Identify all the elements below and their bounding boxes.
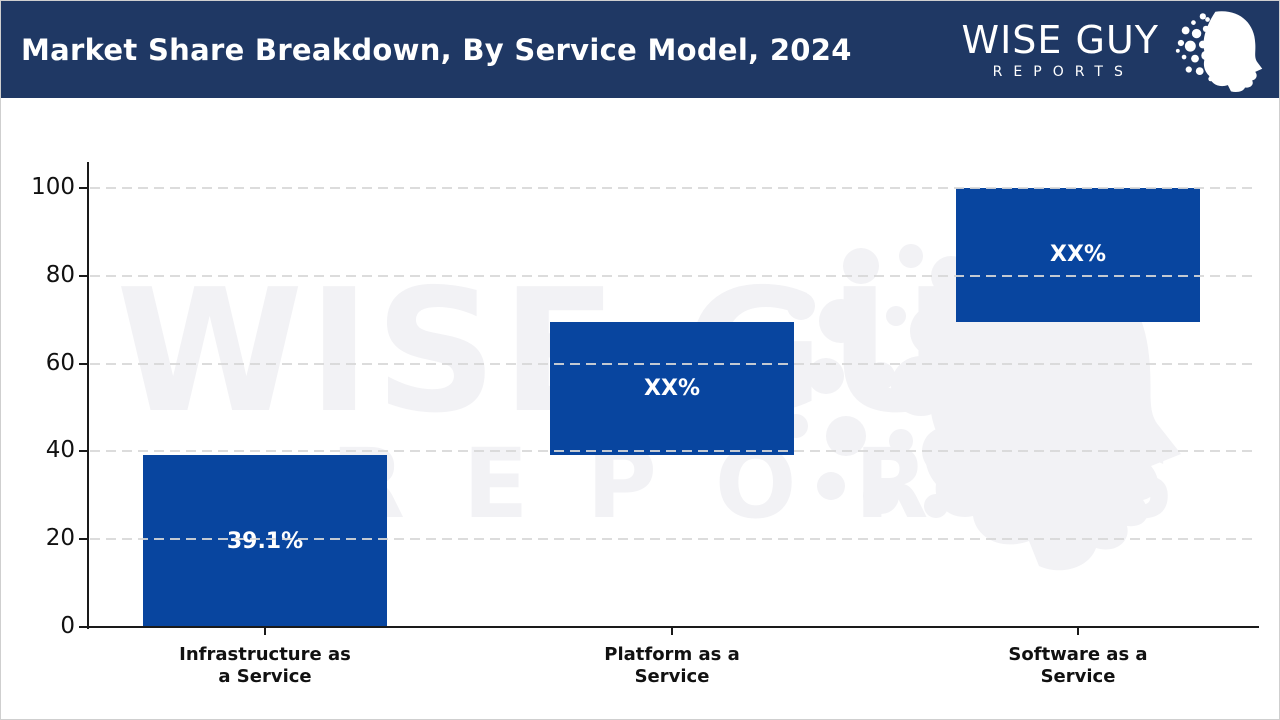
header-bar: Market Share Breakdown, By Service Model… [1, 1, 1279, 98]
wiseguy-logo: WISE GUY REPORTS [962, 7, 1265, 93]
y-tick-label: 80 [45, 261, 75, 288]
y-tick-label: 100 [31, 174, 75, 200]
category-label: Software as a Service [918, 644, 1238, 688]
category-label-line: Service [634, 666, 710, 687]
y-tick-mark [79, 274, 87, 277]
y-axis-line [87, 162, 89, 629]
y-tick-mark [79, 626, 87, 628]
bar-value-label: XX% [1050, 242, 1106, 268]
x-axis-line [87, 626, 1259, 628]
gridline [90, 450, 1257, 453]
category-label-line: Service [1040, 666, 1116, 687]
category-label-line: a Service [218, 666, 312, 687]
logo-wordmark: WISE GUY [961, 17, 1159, 62]
logo-text: WISE GUY REPORTS [962, 21, 1159, 79]
gridline [90, 187, 1257, 189]
chart-area: WISE GUY REPORTS 39.1 [1, 98, 1279, 719]
y-tick-label: 0 [60, 613, 75, 639]
y-tick-mark [79, 538, 87, 541]
gridline [90, 362, 1257, 365]
x-tick-mark [1077, 628, 1079, 635]
y-tick-mark [79, 450, 87, 453]
bar-segment: XX% [550, 321, 794, 456]
category-label: Infrastructure as a Service [105, 644, 425, 688]
bar-segment: XX% [956, 188, 1200, 322]
category-label-line: Infrastructure as [179, 644, 351, 665]
gridline [90, 274, 1257, 277]
bar-value-label: 39.1% [226, 528, 304, 554]
x-tick-mark [264, 628, 266, 635]
y-tick-label: 40 [45, 437, 75, 464]
x-tick-mark [671, 628, 673, 635]
y-tick-label: 20 [45, 525, 75, 552]
y-tick-mark [79, 362, 87, 365]
chart-title: Market Share Breakdown, By Service Model… [21, 32, 852, 67]
y-tick-mark [79, 187, 87, 189]
category-label-line: Platform as a [604, 644, 740, 665]
logo-subtext: REPORTS [992, 63, 1134, 80]
category-label-line: Software as a [1008, 644, 1148, 665]
bar-value-label: XX% [644, 376, 700, 402]
gridline [90, 538, 1257, 541]
y-tick-label: 60 [45, 349, 75, 376]
plot: 39.1% XX% XX% 0 20 40 60 80 100 Infrastructure … [1, 98, 1279, 719]
logo-head-icon [1175, 10, 1263, 92]
bar-segment: 39.1% [143, 455, 387, 627]
category-label: Platform as a Service [512, 644, 832, 688]
